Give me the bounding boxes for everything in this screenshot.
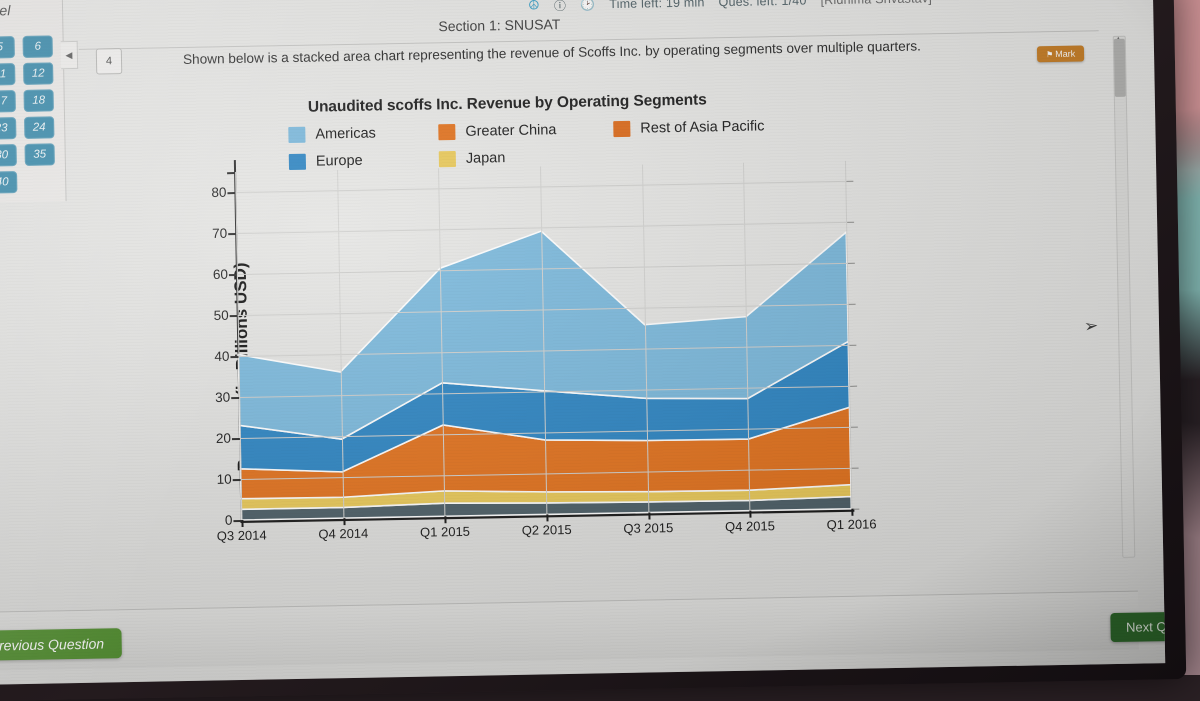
y-axis-tick-label: 0 bbox=[224, 512, 233, 528]
mark-button-label: Mark bbox=[1055, 48, 1076, 59]
chart-title: Unaudited scoffs Inc. Revenue by Operati… bbox=[307, 91, 707, 116]
x-axis-tick-mark bbox=[749, 510, 752, 518]
time-left-text: Time left: 19 min bbox=[609, 0, 705, 12]
legend-item-rest-of-asia-pacific: Rest of Asia Pacific bbox=[613, 117, 813, 137]
questions-left-text: Ques. left: 1/40 bbox=[718, 0, 807, 10]
legend-swatch-greater-china bbox=[438, 123, 456, 140]
vertical-scrollbar[interactable]: ▲ bbox=[1112, 35, 1136, 558]
y-axis-tick-label: 40 bbox=[214, 348, 230, 365]
y-axis-right-tick-mark bbox=[849, 344, 857, 347]
legend-label-rest-of-asia-pacific: Rest of Asia Pacific bbox=[640, 117, 765, 137]
y-axis-tick-label: 30 bbox=[215, 389, 231, 406]
question-panel-title: tion Panel bbox=[0, 2, 11, 19]
y-axis-tick-mark bbox=[231, 438, 240, 441]
x-axis-tick-mark bbox=[241, 519, 244, 527]
y-axis-right-tick-mark bbox=[847, 263, 855, 265]
x-axis-tick-label: Q3 2015 bbox=[623, 520, 674, 536]
question-tile[interactable]: 12 bbox=[23, 62, 54, 85]
mark-question-button[interactable]: ⚑ Mark bbox=[1036, 45, 1085, 63]
legend-swatch-japan bbox=[438, 150, 457, 167]
question-number-badge: 4 bbox=[95, 48, 123, 75]
y-axis-tick-label: 80 bbox=[211, 185, 227, 201]
x-axis-tick-label: Q3 2014 bbox=[216, 527, 267, 544]
y-axis-tick-mark bbox=[232, 479, 241, 482]
y-axis-tick-mark bbox=[227, 172, 236, 175]
y-axis-right-tick-mark bbox=[847, 222, 855, 224]
question-tile[interactable]: 24 bbox=[24, 116, 55, 139]
scrollbar-thumb[interactable] bbox=[1113, 38, 1126, 97]
x-axis-tick-label: Q2 2015 bbox=[521, 521, 572, 538]
x-axis-tick-mark bbox=[648, 512, 651, 520]
chart-plot-area: Revenue (in Billions USD) 01020304050607… bbox=[211, 160, 877, 543]
legend-swatch-rest-of-asia-pacific bbox=[613, 120, 631, 137]
y-axis-right-tick-mark bbox=[851, 467, 859, 469]
question-tile[interactable]: 11 bbox=[0, 63, 16, 86]
y-axis-tick-mark bbox=[228, 274, 237, 277]
y-axis-tick-label: 50 bbox=[213, 307, 229, 324]
legend-item-japan: Japan bbox=[438, 148, 614, 167]
question-tile[interactable]: 17 bbox=[0, 90, 16, 113]
flag-icon: ⚑ bbox=[1045, 50, 1054, 60]
panel-collapse-button[interactable]: ◀ bbox=[60, 40, 79, 70]
x-axis-tick-mark bbox=[444, 516, 447, 524]
laptop-screen: ☮ ⓘ 🕑 Time left: 19 min Ques. left: 1/40… bbox=[0, 0, 1166, 685]
question-number-grid[interactable]: 4 5 6 10 11 12 16 17 18 22 23 24 29 30 3… bbox=[0, 35, 67, 194]
x-axis-tick-label: Q1 2016 bbox=[826, 516, 877, 533]
previous-question-button[interactable]: ◀ Previous Question bbox=[0, 628, 123, 662]
footer-bar bbox=[0, 590, 1139, 672]
y-axis-tick-mark bbox=[229, 315, 238, 318]
x-axis-tick-mark bbox=[851, 508, 854, 516]
mouse-pointer-icon: ➢ bbox=[1082, 315, 1100, 337]
y-axis-tick-label: 20 bbox=[215, 430, 232, 447]
question-tile[interactable]: 23 bbox=[0, 117, 17, 140]
legend-swatch-americas bbox=[288, 126, 306, 143]
question-tile[interactable]: 30 bbox=[0, 144, 17, 167]
legend-item-europe: Europe bbox=[288, 151, 439, 170]
y-axis-tick-label: 70 bbox=[212, 226, 228, 242]
next-question-label: Next Q bbox=[1125, 619, 1166, 635]
y-axis-tick-mark bbox=[230, 356, 239, 359]
legend-label-japan: Japan bbox=[465, 149, 506, 167]
question-tile[interactable]: 40 bbox=[0, 171, 18, 194]
previous-question-label: Previous Question bbox=[0, 635, 105, 654]
x-axis-tick-label: Q4 2014 bbox=[318, 525, 369, 542]
question-tile[interactable]: 18 bbox=[23, 89, 54, 112]
legend-label-americas: Americas bbox=[315, 124, 376, 143]
y-axis-tick-mark bbox=[231, 397, 240, 400]
y-axis-right-tick-mark bbox=[852, 508, 860, 510]
legend-label-greater-china: Greater China bbox=[465, 121, 557, 140]
y-axis-tick-mark bbox=[228, 233, 237, 236]
chart-container: Unaudited scoffs Inc. Revenue by Operati… bbox=[138, 82, 907, 576]
section-title: Section 1: SNUSAT bbox=[438, 16, 561, 35]
question-tile[interactable]: 5 bbox=[0, 36, 15, 59]
legend-item-greater-china: Greater China bbox=[438, 121, 613, 140]
y-axis-right-tick-mark bbox=[846, 181, 854, 183]
legend-item-americas: Americas bbox=[288, 124, 438, 143]
chevron-left-icon: ◀ bbox=[65, 49, 73, 60]
x-axis-tick-label: Q4 2015 bbox=[724, 518, 776, 535]
next-question-button[interactable]: Next Q bbox=[1109, 611, 1166, 643]
info-icon[interactable]: ⓘ bbox=[553, 0, 567, 13]
question-tile[interactable]: 6 bbox=[22, 35, 53, 58]
x-axis-tick-mark bbox=[343, 518, 346, 526]
x-axis-tick-mark bbox=[546, 514, 549, 522]
user-name-text: [Ridhima Srivastav] bbox=[820, 0, 932, 7]
y-axis-right-tick-mark bbox=[850, 385, 858, 387]
legend-label-europe: Europe bbox=[315, 152, 363, 170]
y-axis-right-tick-mark bbox=[850, 426, 858, 428]
wifi-icon: ☮ bbox=[527, 0, 541, 13]
y-axis-right-tick-mark bbox=[848, 303, 856, 306]
x-axis-tick-label: Q1 2015 bbox=[419, 523, 471, 540]
legend-swatch-europe bbox=[288, 153, 307, 170]
y-axis-tick-mark bbox=[233, 519, 242, 523]
question-tile[interactable]: 35 bbox=[24, 143, 55, 166]
y-axis-tick-mark bbox=[227, 192, 236, 195]
y-axis-tick-label: 60 bbox=[212, 267, 229, 283]
y-axis-tick-label: 10 bbox=[216, 471, 232, 487]
clock-icon: 🕑 bbox=[579, 0, 596, 12]
